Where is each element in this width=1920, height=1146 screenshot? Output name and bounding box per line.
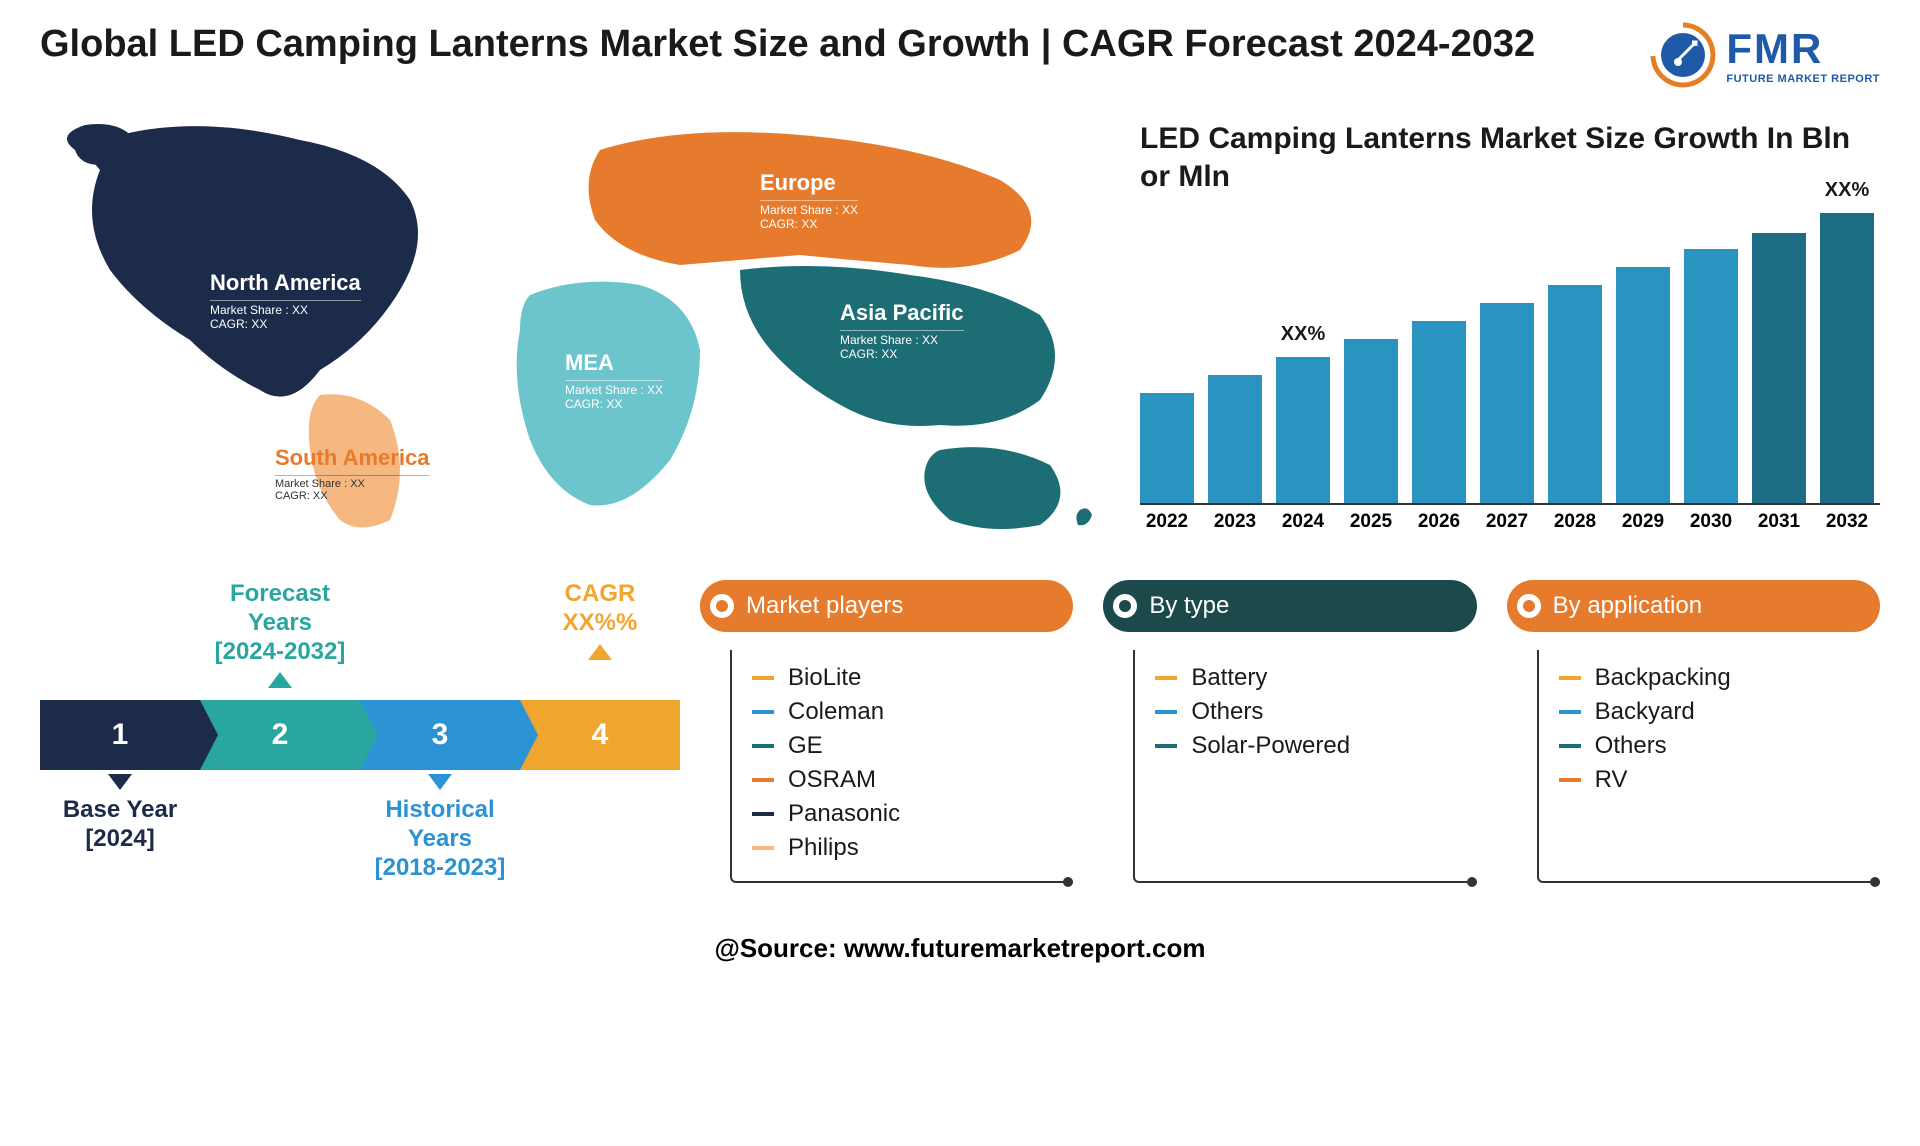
region-south-america: South America Market Share : XXCAGR: XX	[275, 445, 429, 502]
bar-year-label: 2031	[1752, 511, 1806, 533]
tick-icon	[752, 846, 774, 850]
fmr-logo: FMR FUTURE MARKET REPORT	[1648, 20, 1880, 90]
timeline-segment-4: 4	[520, 700, 680, 770]
region-europe: Europe Market Share : XXCAGR: XX	[760, 170, 858, 231]
tick-icon	[1559, 676, 1581, 680]
list-item: Battery	[1155, 664, 1476, 692]
bar-2029	[1616, 267, 1670, 503]
tick-icon	[1559, 778, 1581, 782]
bar-year-label: 2027	[1480, 511, 1534, 533]
category-header-label: By type	[1149, 592, 1229, 620]
category-by-application: By application Backpacking Backyard Others R…	[1507, 580, 1880, 883]
timeline-bar: 1234	[40, 700, 680, 770]
list-item-label: Backpacking	[1595, 664, 1731, 692]
bar-2032: XX%	[1820, 213, 1874, 503]
list-item-label: Panasonic	[788, 800, 900, 828]
bar-chart: XX% XX%	[1140, 205, 1880, 505]
list-item-label: Others	[1595, 732, 1667, 760]
timeline-label-base: Base Year[2024]	[40, 796, 200, 854]
bar-year-label: 2032	[1820, 511, 1874, 533]
timeline-segment-1: 1	[40, 700, 200, 770]
timeline-label-cagr: CAGRXX%%	[520, 580, 680, 638]
bar-year-label: 2028	[1548, 511, 1602, 533]
source-attribution: @Source: www.futuremarketreport.com	[40, 933, 1880, 964]
region-asia-pacific: Asia Pacific Market Share : XXCAGR: XX	[840, 300, 964, 361]
list-item: GE	[752, 732, 1073, 760]
list-item: Panasonic	[752, 800, 1073, 828]
list-item-label: RV	[1595, 766, 1628, 794]
list-item: Coleman	[752, 698, 1073, 726]
bar-year-label: 2025	[1344, 511, 1398, 533]
list-item-label: Coleman	[788, 698, 884, 726]
bar-year-label: 2023	[1208, 511, 1262, 533]
list-item: RV	[1559, 766, 1880, 794]
list-item-label: GE	[788, 732, 823, 760]
bar-2026	[1412, 321, 1466, 503]
tick-icon	[752, 812, 774, 816]
category-header-label: Market players	[746, 592, 903, 620]
list-item-label: Others	[1191, 698, 1263, 726]
bar-2031	[1752, 233, 1806, 503]
tick-icon	[1559, 710, 1581, 714]
tick-icon	[752, 710, 774, 714]
tick-icon	[1155, 676, 1177, 680]
list-item-label: OSRAM	[788, 766, 876, 794]
bar-2030	[1684, 249, 1738, 503]
category-market-players: Market players BioLite Coleman GE OSRAM Panas…	[700, 580, 1073, 883]
region-north-america: North America Market Share : XXCAGR: XX	[210, 270, 361, 331]
tick-icon	[1155, 710, 1177, 714]
timeline-label-forecast: Forecast Years[2024-2032]	[200, 580, 360, 666]
bar-2024: XX%	[1276, 357, 1330, 503]
list-item: Backyard	[1559, 698, 1880, 726]
bar-annotation: XX%	[1281, 323, 1325, 346]
list-item: BioLite	[752, 664, 1073, 692]
bar-year-label: 2022	[1140, 511, 1194, 533]
bar-2028	[1548, 285, 1602, 503]
bar-2025	[1344, 339, 1398, 503]
tick-icon	[752, 744, 774, 748]
tick-icon	[752, 676, 774, 680]
timeline-section: Forecast Years[2024-2032] CAGRXX%% 1234 …	[40, 580, 680, 883]
list-item: Philips	[752, 834, 1073, 862]
logo-text-main: FMR	[1726, 25, 1880, 73]
bar-year-label: 2026	[1412, 511, 1466, 533]
bar-annotation: XX%	[1825, 179, 1869, 202]
category-by-type: By type Battery Others Solar-Powered	[1103, 580, 1476, 883]
chart-title: LED Camping Lanterns Market Size Growth …	[1140, 120, 1880, 195]
world-map: North America Market Share : XXCAGR: XX …	[40, 110, 1100, 540]
tick-icon	[1155, 744, 1177, 748]
page-title: Global LED Camping Lanterns Market Size …	[40, 20, 1535, 69]
bar-2022	[1140, 393, 1194, 503]
list-item: Solar-Powered	[1155, 732, 1476, 760]
timeline-segment-3: 3	[360, 700, 520, 770]
list-item-label: Philips	[788, 834, 859, 862]
logo-icon	[1648, 20, 1718, 90]
logo-text-sub: FUTURE MARKET REPORT	[1726, 73, 1880, 85]
timeline-label-historical: Historical Years[2018-2023]	[360, 796, 520, 882]
list-item-label: BioLite	[788, 664, 861, 692]
list-item-label: Battery	[1191, 664, 1267, 692]
bar-year-label: 2030	[1684, 511, 1738, 533]
tick-icon	[752, 778, 774, 782]
list-item-label: Solar-Powered	[1191, 732, 1350, 760]
bar-year-label: 2024	[1276, 511, 1330, 533]
bar-chart-section: LED Camping Lanterns Market Size Growth …	[1140, 110, 1880, 540]
list-item: OSRAM	[752, 766, 1073, 794]
bar-year-label: 2029	[1616, 511, 1670, 533]
region-mea: MEA Market Share : XXCAGR: XX	[565, 350, 663, 411]
list-item: Backpacking	[1559, 664, 1880, 692]
category-header-label: By application	[1553, 592, 1702, 620]
bar-2027	[1480, 303, 1534, 503]
list-item: Others	[1559, 732, 1880, 760]
list-item-label: Backyard	[1595, 698, 1695, 726]
timeline-segment-2: 2	[200, 700, 360, 770]
tick-icon	[1559, 744, 1581, 748]
bar-2023	[1208, 375, 1262, 503]
list-item: Others	[1155, 698, 1476, 726]
